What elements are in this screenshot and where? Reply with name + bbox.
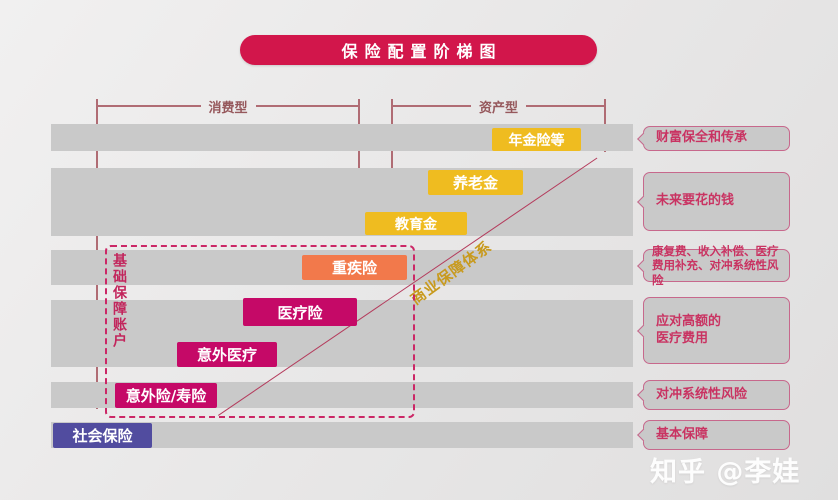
callout-high-medical-expenses: 应对高额的 医疗费用 <box>643 297 790 364</box>
callout-hedge-systemic-risk: 对冲系统性风险 <box>643 380 790 410</box>
product-box-pension: 养老金 <box>428 170 523 195</box>
product-box-accident-life: 意外险/寿险 <box>115 383 217 408</box>
callout-rehab-income-compensation: 康复费、收入补偿、医疗 费用补充、对冲系统性风险 <box>643 244 790 287</box>
callout-text: 未来要花的钱 <box>656 193 735 209</box>
callout-text: 应对高额的 医疗费用 <box>656 313 722 346</box>
product-box-accident-medical: 意外医疗 <box>177 342 277 367</box>
bracket-tail-mid-left <box>358 99 360 208</box>
basic-protection-group-label: 基础保障账户 <box>111 253 127 349</box>
bracket-line <box>97 105 201 107</box>
bracket-line <box>526 105 606 107</box>
page-title: 保险配置阶梯图 <box>240 35 597 65</box>
product-box-education-fund: 教育金 <box>365 212 467 235</box>
product-box-annuity: 年金险等 <box>492 128 581 151</box>
basic-protection-group-outline <box>105 245 415 418</box>
bracket-asset-type: 资产型 <box>392 97 606 116</box>
callout-text: 财富保全和传承 <box>656 130 748 146</box>
bracket-asset-label: 资产型 <box>479 100 519 116</box>
product-box-medical: 医疗险 <box>243 298 357 326</box>
product-box-social-insurance: 社会保险 <box>53 423 152 448</box>
bracket-consumption-type: 消费型 <box>97 97 360 116</box>
callout-text: 对冲系统性风险 <box>656 386 748 402</box>
bracket-tail-mid-right <box>391 99 393 205</box>
callout-future-money: 未来要花的钱 <box>643 172 790 231</box>
ladder-band <box>51 168 633 236</box>
callout-text: 康复费、收入补偿、医疗 费用补充、对冲系统性风险 <box>652 243 779 287</box>
product-box-critical-illness: 重疾险 <box>302 255 407 280</box>
bracket-line <box>255 105 360 107</box>
callout-text: 基本保障 <box>656 426 709 442</box>
callout-basic-protection: 基本保障 <box>643 420 790 450</box>
callout-wealth-preservation: 财富保全和传承 <box>643 126 790 151</box>
bracket-line <box>392 105 471 107</box>
bracket-consumption-label: 消费型 <box>208 100 248 116</box>
zhihu-watermark: 知乎 @李娃 <box>650 457 801 488</box>
